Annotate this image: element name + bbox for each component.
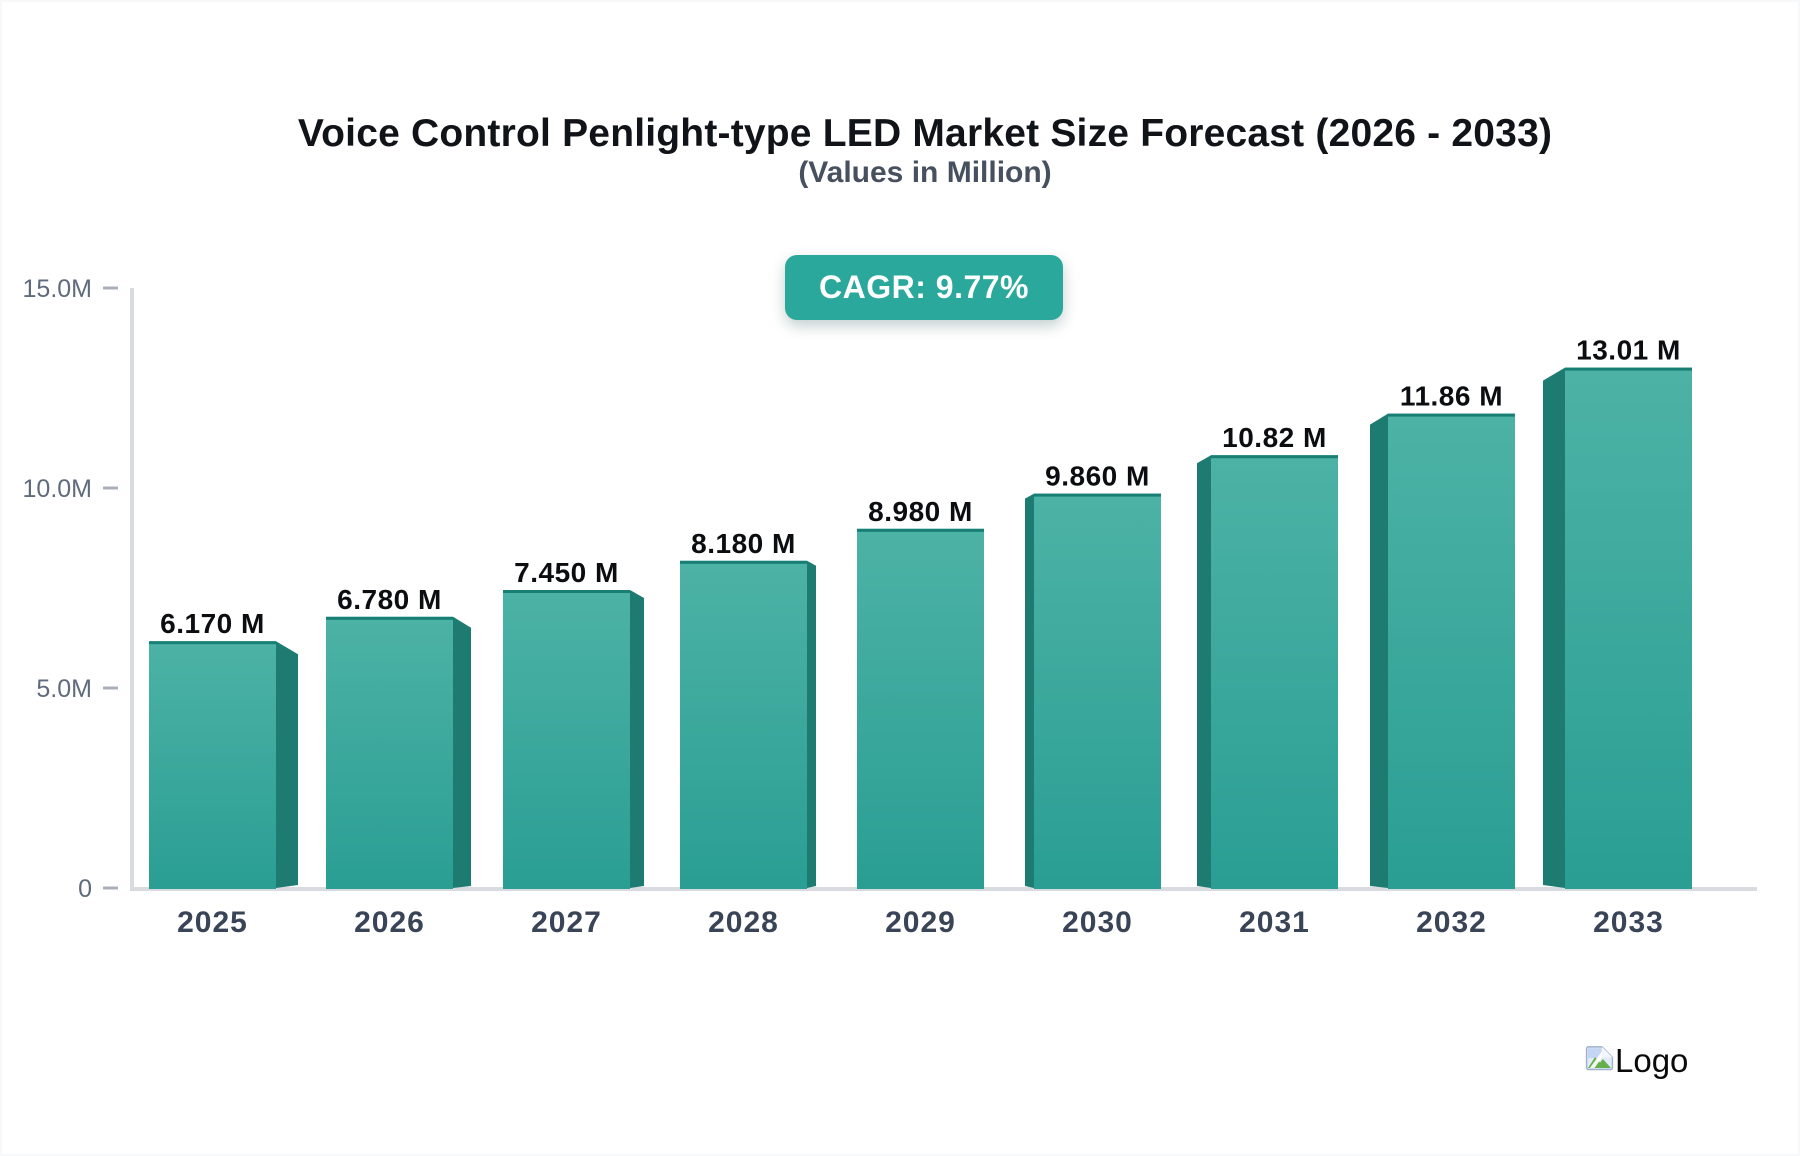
bar-top-edge — [503, 590, 630, 593]
bar-2028: 8.180 M 2028 — [680, 528, 816, 939]
bar-side-face — [630, 590, 644, 888]
x-axis-label: 2030 — [1062, 906, 1133, 939]
bar-value-label: 13.01 M — [1576, 335, 1681, 366]
bar-front-face — [326, 616, 453, 889]
x-axis-label: 2026 — [354, 906, 425, 939]
y-axis-label: 5.0M — [36, 675, 92, 703]
bar-side-face — [1370, 413, 1388, 888]
bar-top-edge — [1211, 455, 1338, 459]
y-axis-label: 15.0M — [23, 275, 92, 303]
bar-value-label: 11.86 M — [1400, 381, 1503, 412]
bar-value-label: 10.82 M — [1222, 422, 1327, 453]
bar-top-edge — [1034, 493, 1161, 497]
bar-side-face — [807, 560, 816, 888]
x-axis-label: 2029 — [885, 906, 956, 939]
bar-2031: 10.82 M 2031 — [1197, 422, 1338, 939]
bar-front-face — [1211, 455, 1338, 889]
bar-value-label: 9.860 M — [1045, 461, 1150, 492]
bar-side-face — [1543, 367, 1565, 889]
bar-2027: 7.450 M 2027 — [503, 557, 644, 939]
bar-front-face — [1034, 493, 1161, 889]
bar-2025: 6.170 M 2025 — [149, 608, 298, 939]
x-axis-label: 2031 — [1239, 906, 1310, 939]
bar-top-edge — [149, 641, 276, 645]
bar-2029: 8.980 M 2029 — [857, 496, 984, 939]
x-axis-label: 2028 — [708, 906, 779, 939]
x-axis-label: 2027 — [531, 906, 602, 939]
bar-top-edge — [1565, 367, 1692, 371]
bar-top-edge — [1388, 413, 1515, 417]
bar-top-edge — [857, 528, 984, 532]
bar-side-face — [276, 641, 298, 888]
cagr-badge: CAGR: 9.77% — [785, 255, 1063, 320]
bar-side-face — [1025, 493, 1034, 888]
x-axis-label: 2025 — [177, 906, 248, 939]
bar-front-face — [1388, 413, 1515, 889]
bar-top-edge — [680, 560, 807, 564]
logo-alt-text: Logo — [1615, 1042, 1689, 1079]
bar-2030: 9.860 M 2030 — [1025, 461, 1161, 939]
bar-top-edge — [326, 616, 453, 620]
bar-front-face — [680, 560, 807, 889]
bar-2033: 13.01 M 2033 — [1543, 335, 1692, 939]
chart-title: Voice Control Penlight-type LED Market S… — [297, 112, 1553, 155]
bar-front-face — [1565, 367, 1692, 890]
bar-side-face — [1197, 455, 1211, 888]
bar-front-face — [149, 641, 276, 889]
logo: Logo — [1584, 1041, 1688, 1081]
x-axis-label: 2032 — [1416, 906, 1487, 939]
x-axis-label: 2033 — [1593, 906, 1664, 939]
bar-side-face — [453, 616, 471, 888]
bar-value-label: 8.180 M — [691, 528, 796, 559]
broken-image-icon — [1585, 1046, 1614, 1071]
chart-subtitle: (Values in Million) — [798, 156, 1052, 189]
bar-front-face — [857, 528, 984, 889]
bar-value-label: 6.780 M — [337, 584, 442, 615]
bar-2032: 11.86 M 2032 — [1370, 381, 1515, 939]
bar-front-face — [503, 590, 630, 889]
bar-value-label: 6.170 M — [160, 608, 265, 639]
bar-value-label: 8.980 M — [868, 496, 973, 527]
y-axis-label: 10.0M — [23, 475, 92, 503]
bar-value-label: 7.450 M — [514, 557, 619, 588]
bar-2026: 6.780 M 2026 — [326, 584, 471, 939]
y-axis-label: 0 — [78, 875, 92, 903]
